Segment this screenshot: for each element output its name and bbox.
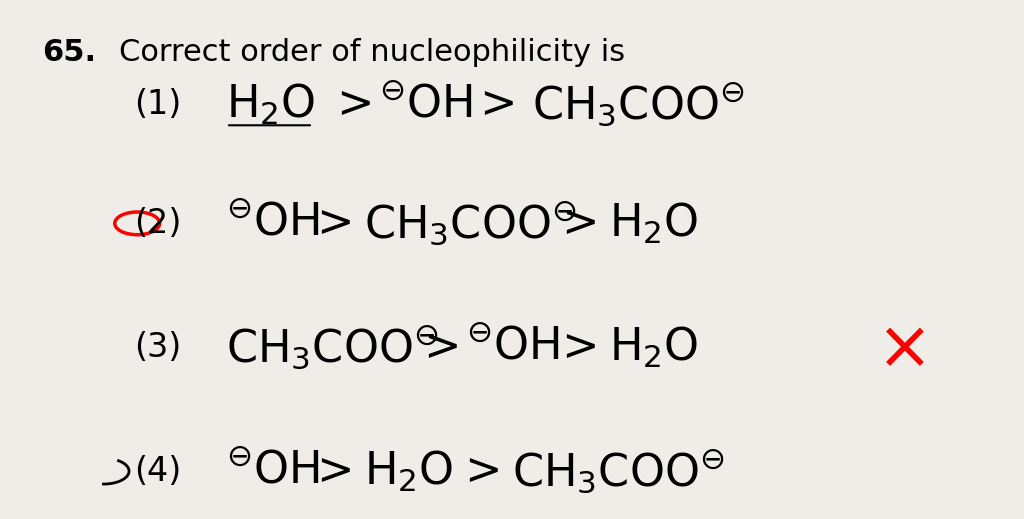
- Text: 65.: 65.: [42, 37, 96, 66]
- Text: $^{\ominus}$OH: $^{\ominus}$OH: [226, 202, 319, 245]
- Text: >: >: [410, 326, 475, 369]
- Text: >: >: [451, 449, 516, 493]
- Text: H$_2$O: H$_2$O: [609, 201, 698, 246]
- Text: >: >: [548, 202, 613, 245]
- Text: $^{\ominus}$OH: $^{\ominus}$OH: [226, 449, 319, 493]
- Text: (1): (1): [134, 88, 181, 121]
- Text: CH$_3$COO$^{\ominus}$: CH$_3$COO$^{\ominus}$: [226, 323, 439, 371]
- Text: (3): (3): [134, 331, 181, 364]
- Text: $\times$: $\times$: [876, 315, 925, 380]
- Text: CH$_3$COO$^{\ominus}$: CH$_3$COO$^{\ominus}$: [512, 447, 725, 495]
- Text: $^{\ominus}$OH: $^{\ominus}$OH: [466, 326, 560, 369]
- Text: CH$_3$COO$^{\ominus}$: CH$_3$COO$^{\ominus}$: [364, 200, 577, 247]
- Text: >: >: [548, 326, 613, 369]
- Text: >: >: [466, 83, 531, 126]
- Text: H$_2$O: H$_2$O: [226, 82, 315, 127]
- Text: Correct order of nucleophilicity is: Correct order of nucleophilicity is: [119, 37, 625, 66]
- Text: CH$_3$COO$^{\ominus}$: CH$_3$COO$^{\ominus}$: [532, 81, 745, 128]
- Text: $^{\ominus}$OH: $^{\ominus}$OH: [379, 83, 473, 126]
- Text: (2): (2): [134, 207, 181, 240]
- Text: >: >: [324, 83, 389, 126]
- Text: (4): (4): [134, 455, 181, 488]
- Text: H$_2$O: H$_2$O: [609, 325, 698, 370]
- Text: >: >: [303, 449, 369, 493]
- Text: H$_2$O: H$_2$O: [364, 448, 454, 494]
- Text: >: >: [303, 202, 369, 245]
